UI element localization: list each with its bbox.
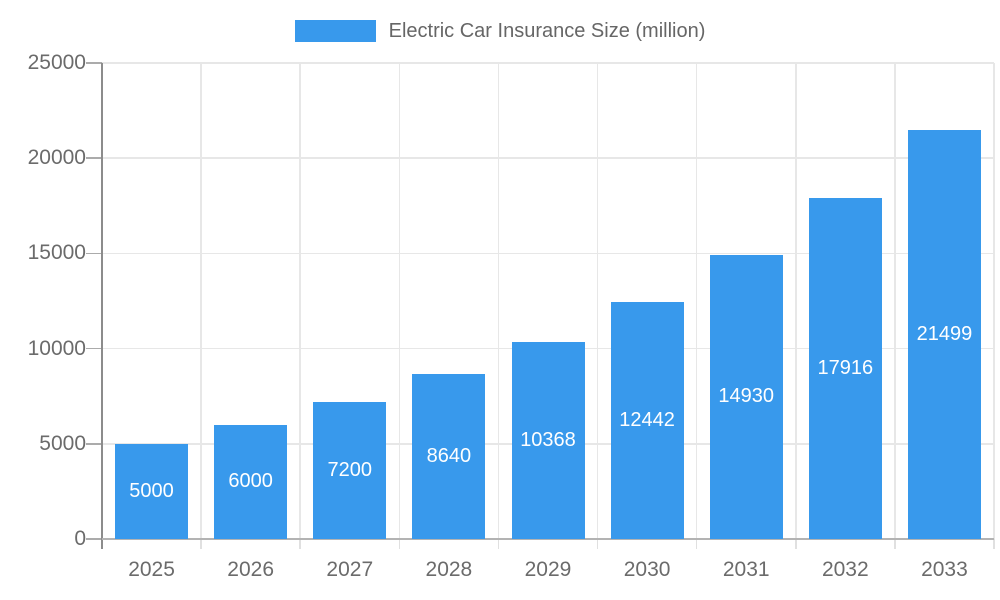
bar-value-label: 10368 [520, 428, 576, 451]
x-axis-tick [596, 539, 599, 549]
x-axis-tick [200, 539, 202, 549]
vertical-gridline [894, 63, 896, 539]
x-tick-label: 2031 [722, 558, 770, 581]
bar-value-label: 21499 [916, 322, 973, 345]
vertical-gridline [695, 63, 698, 539]
bar-value-label: 7200 [327, 458, 373, 481]
x-axis-tick [795, 539, 797, 549]
horizontal-gridline [102, 62, 994, 64]
y-axis-tick [86, 443, 102, 445]
y-axis-tick [86, 347, 102, 350]
x-tick-label: 2028 [425, 558, 473, 581]
bar[interactable]: 21499 [907, 129, 981, 539]
bar-value-label: 17916 [817, 356, 874, 379]
bar-value-label: 12442 [619, 409, 675, 432]
vertical-gridline [200, 63, 202, 539]
bar[interactable]: 8640 [412, 374, 486, 539]
horizontal-gridline [102, 157, 994, 159]
y-tick-label: 25000 [27, 51, 86, 74]
bar-value-label: 14930 [718, 385, 775, 408]
y-tick-label: 10000 [27, 336, 86, 360]
x-axis-tick [695, 539, 698, 549]
y-axis-tick [86, 252, 102, 255]
y-axis-line [101, 63, 103, 549]
y-axis-tick [86, 157, 102, 159]
x-tick-label: 2027 [326, 558, 374, 581]
y-axis-tick [86, 538, 102, 540]
y-tick-label: 0 [74, 527, 86, 550]
vertical-gridline [795, 63, 797, 539]
bar[interactable]: 5000 [115, 443, 189, 539]
x-tick-label: 2030 [623, 558, 671, 581]
vertical-gridline [596, 63, 599, 539]
bar[interactable]: 12442 [610, 302, 684, 539]
horizontal-gridline [102, 252, 994, 255]
legend-label: Electric Car Insurance Size (million) [388, 20, 706, 42]
x-axis-tick [497, 539, 500, 549]
x-axis-tick [894, 539, 896, 549]
x-tick-label: 2029 [524, 558, 572, 581]
y-tick-label: 15000 [27, 241, 86, 265]
bar[interactable]: 14930 [709, 254, 783, 539]
bar[interactable]: 6000 [214, 424, 288, 539]
bar-value-label: 8640 [426, 445, 472, 468]
x-tick-label: 2025 [128, 558, 175, 581]
x-axis-line [102, 538, 994, 540]
y-tick-label: 5000 [39, 431, 86, 455]
vertical-gridline [299, 63, 301, 539]
vertical-gridline [497, 63, 500, 539]
bar-value-label: 6000 [228, 470, 273, 493]
y-tick-label: 20000 [27, 146, 86, 170]
x-tick-label: 2032 [821, 558, 869, 581]
x-axis-tick [398, 539, 401, 549]
y-axis-tick [86, 62, 102, 64]
vertical-gridline [398, 63, 401, 539]
bar[interactable]: 10368 [511, 341, 585, 539]
bar[interactable]: 7200 [313, 401, 387, 539]
bar-value-label: 5000 [129, 479, 174, 502]
x-tick-label: 2026 [227, 558, 275, 581]
chart-legend[interactable]: Electric Car Insurance Size (million) [0, 18, 1000, 44]
bar[interactable]: 17916 [808, 197, 882, 539]
legend-color-swatch [294, 20, 376, 42]
vertical-gridline [993, 63, 995, 539]
x-tick-label: 2033 [921, 558, 968, 581]
x-axis-tick [299, 539, 301, 549]
x-axis-tick [993, 539, 995, 549]
